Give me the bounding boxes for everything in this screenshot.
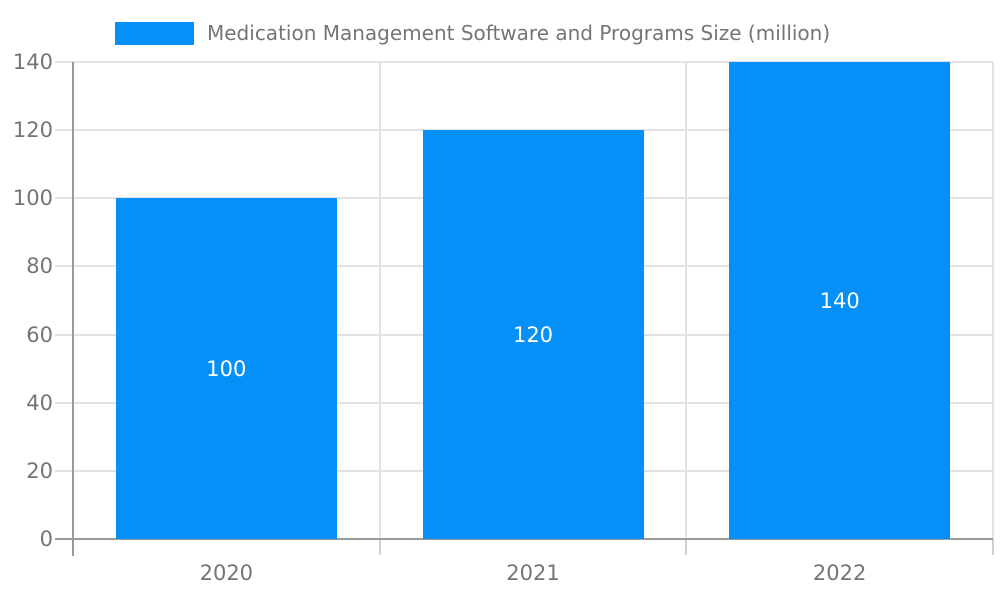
- y-tick: [55, 61, 73, 63]
- bar-2021: 120: [422, 130, 644, 539]
- bar-value-label: 120: [512, 322, 554, 347]
- bar-2020: 100: [115, 198, 337, 539]
- y-tick-label: 100: [12, 186, 53, 211]
- x-tick-label: 2022: [812, 561, 867, 585]
- bar-value-label: 100: [206, 356, 247, 381]
- y-tick-label: 60: [26, 322, 53, 347]
- x-tick: [992, 539, 994, 555]
- y-tick-label: 20: [26, 458, 53, 483]
- y-tick-label: 40: [26, 390, 53, 415]
- x-gridline: [992, 62, 994, 539]
- y-tick: [55, 265, 73, 268]
- y-tick-label: 0: [39, 527, 53, 551]
- x-gridline: [378, 62, 381, 539]
- x-tick: [378, 539, 381, 555]
- y-axis-line: [72, 62, 74, 556]
- y-tick: [55, 401, 73, 404]
- y-tick-label: 140: [12, 50, 53, 74]
- x-gridline: [685, 62, 688, 539]
- y-tick: [55, 129, 73, 132]
- bar-2022: 140: [729, 62, 951, 539]
- y-tick-label: 120: [12, 118, 53, 143]
- x-tick: [685, 539, 688, 555]
- x-tick-label: 2020: [199, 561, 254, 585]
- x-axis-line: [55, 538, 993, 540]
- y-tick: [55, 333, 73, 336]
- y-tick-label: 80: [26, 254, 53, 279]
- y-tick: [55, 469, 73, 472]
- legend-swatch: [115, 21, 194, 45]
- x-tick-label: 2021: [506, 561, 560, 585]
- y-tick: [55, 197, 73, 200]
- legend: Medication Management Software and Progr…: [115, 21, 830, 45]
- y-gridline: [73, 61, 993, 63]
- legend-label: Medication Management Software and Progr…: [207, 21, 831, 45]
- bar-value-label: 140: [819, 288, 860, 313]
